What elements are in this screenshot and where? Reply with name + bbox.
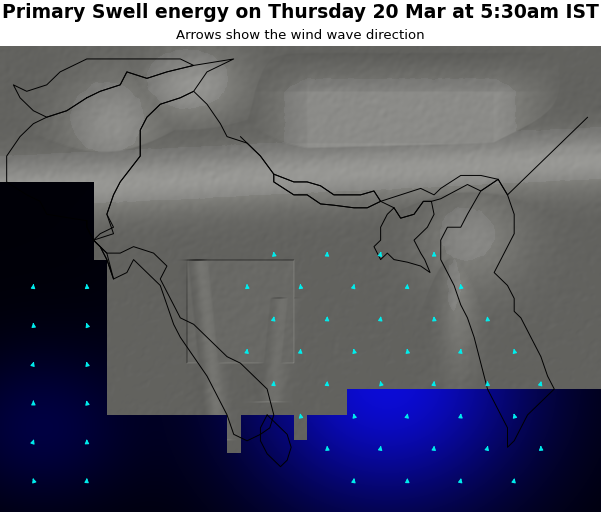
Text: Arrows show the wind wave direction: Arrows show the wind wave direction (176, 29, 425, 42)
Text: Primary Swell energy on Thursday 20 Mar at 5:30am IST: Primary Swell energy on Thursday 20 Mar … (2, 4, 599, 23)
